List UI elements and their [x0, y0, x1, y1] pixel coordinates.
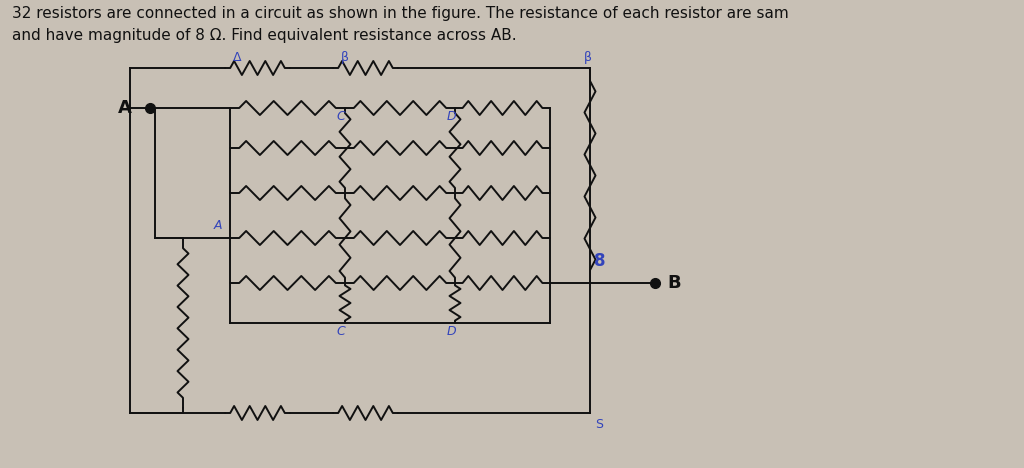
Text: A: A — [118, 99, 132, 117]
Text: and have magnitude of 8 Ω. Find equivalent resistance across AB.: and have magnitude of 8 Ω. Find equivale… — [12, 28, 517, 43]
Text: D: D — [446, 110, 456, 123]
Text: C: C — [337, 325, 345, 338]
Text: A: A — [213, 219, 222, 232]
Text: β: β — [341, 51, 349, 64]
Text: D: D — [446, 325, 456, 338]
Text: 8: 8 — [594, 252, 605, 270]
Text: 32 resistors are connected in a circuit as shown in the figure. The resistance o: 32 resistors are connected in a circuit … — [12, 6, 788, 21]
Text: S: S — [595, 418, 603, 431]
Text: B: B — [667, 274, 681, 292]
Text: β: β — [584, 51, 592, 64]
Text: C: C — [337, 110, 345, 123]
Text: Δ: Δ — [232, 51, 242, 64]
